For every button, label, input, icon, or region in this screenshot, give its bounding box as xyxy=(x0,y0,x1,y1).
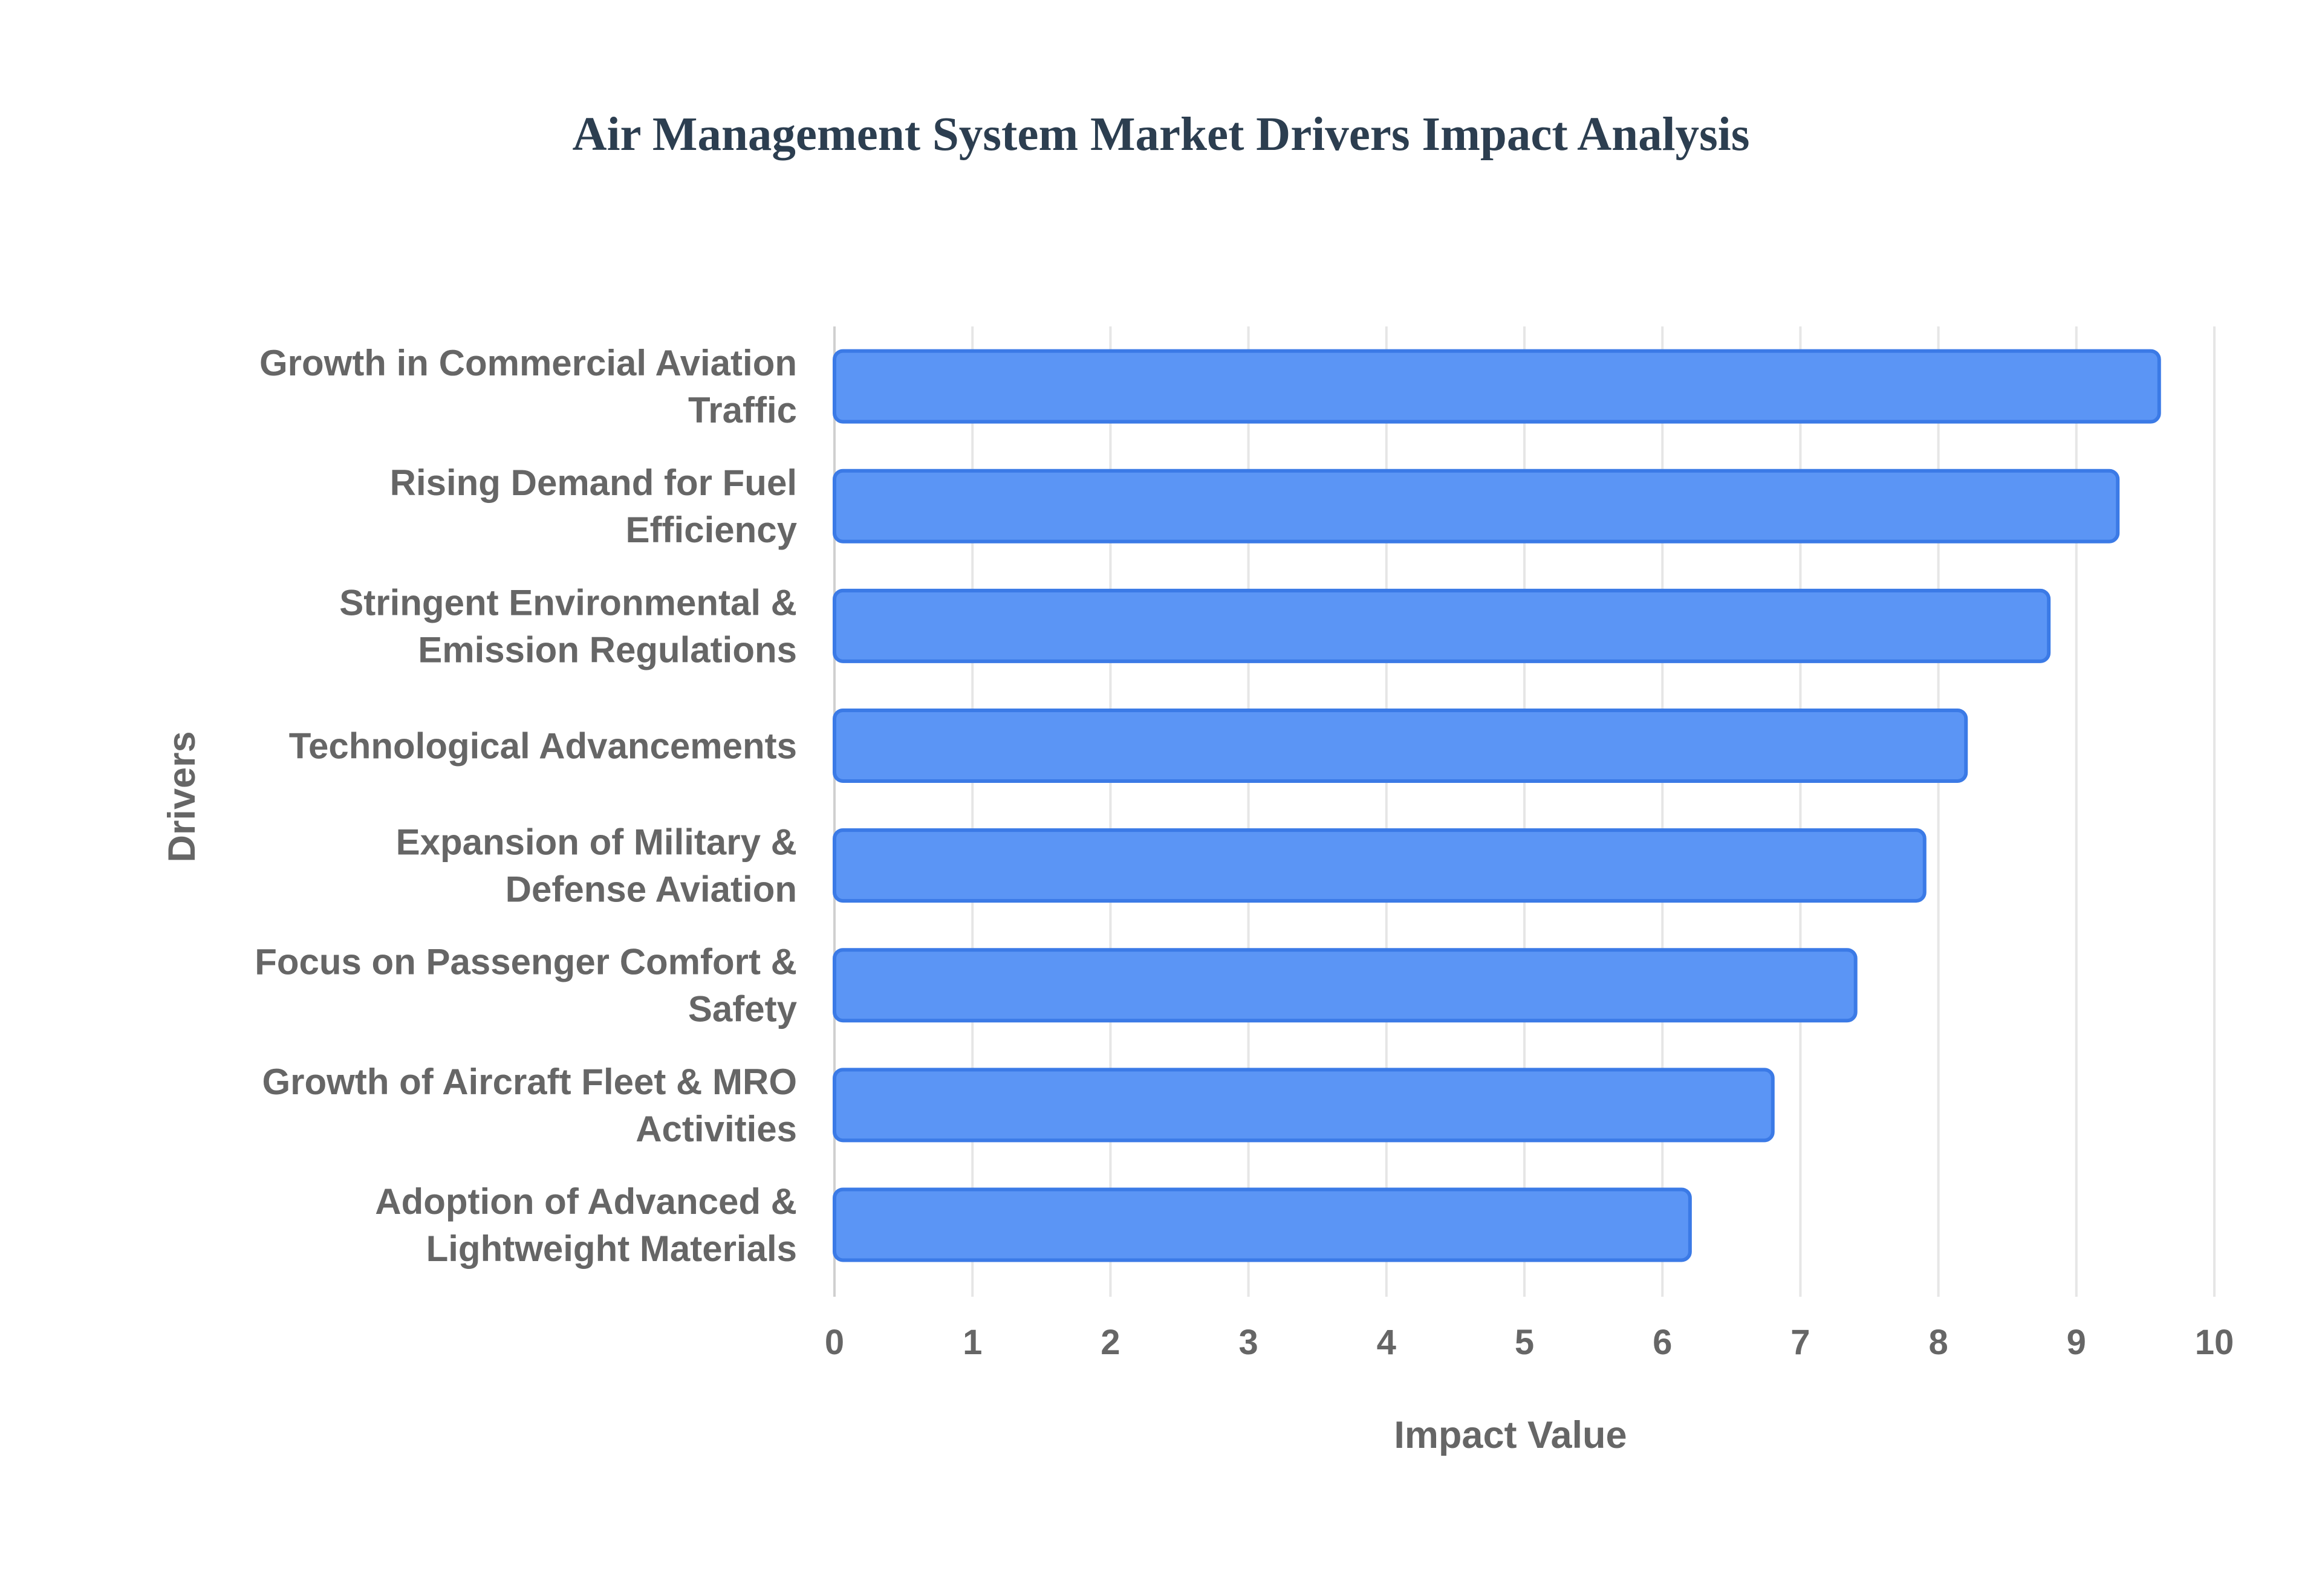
category-label-line: Focus on Passenger Comfort & xyxy=(255,942,797,982)
x-tick-label-9: 9 xyxy=(2067,1323,2086,1362)
category-label-line: Safety xyxy=(688,989,798,1030)
category-label-line: Adoption of Advanced & xyxy=(375,1181,797,1222)
x-tick-label-6: 6 xyxy=(1653,1323,1672,1362)
category-label-line: Expansion of Military & xyxy=(396,822,797,863)
category-label-line: Technological Advancements xyxy=(289,725,797,766)
category-label-line: Activities xyxy=(636,1109,797,1149)
category-label-line: Efficiency xyxy=(626,510,798,550)
x-tick-label-7: 7 xyxy=(1790,1323,1810,1362)
x-tick-label-1: 1 xyxy=(963,1323,982,1362)
bar-5 xyxy=(833,828,1927,903)
category-label-5: Expansion of Military & Defense Aviation xyxy=(396,822,797,910)
x-tick-label-8: 8 xyxy=(1928,1323,1948,1362)
category-label-8: Adoption of Advanced & Lightweight Materi… xyxy=(375,1181,797,1269)
category-label-line: Emission Regulations xyxy=(418,629,797,670)
x-tick-labels: 0 1 2 3 4 5 6 7 8 9 10 xyxy=(825,1323,2234,1362)
bar-7 xyxy=(833,1068,1775,1143)
bars xyxy=(833,349,2161,1262)
category-label-6: Focus on Passenger Comfort & Safety xyxy=(255,942,797,1030)
x-tick-label-2: 2 xyxy=(1101,1323,1120,1362)
bar-3 xyxy=(833,588,2051,663)
category-label-line: Traffic xyxy=(688,390,797,430)
x-tick-label-0: 0 xyxy=(825,1323,844,1362)
category-label-line: Defense Aviation xyxy=(506,869,797,910)
bar-6 xyxy=(833,948,1858,1023)
chart-title: Air Management System Market Drivers Imp… xyxy=(572,108,1750,161)
x-tick-label-10: 10 xyxy=(2195,1323,2234,1362)
category-label-line: Lightweight Materials xyxy=(426,1228,797,1269)
x-tick-label-4: 4 xyxy=(1377,1323,1396,1362)
category-label-line: Growth of Aircraft Fleet & MRO xyxy=(262,1062,797,1102)
category-label-1: Growth in Commercial Aviation Traffic xyxy=(259,343,797,430)
bar-8 xyxy=(833,1187,1692,1262)
category-label-2: Rising Demand for Fuel Efficiency xyxy=(390,462,798,550)
y-axis-title: Drivers xyxy=(161,731,203,862)
category-labels: Growth in Commercial Aviation Traffic Risi… xyxy=(255,343,797,1269)
bar-1 xyxy=(833,349,2161,424)
category-label-line: Stringent Environmental & xyxy=(339,582,797,623)
category-label-4: Technological Advancements xyxy=(289,725,797,766)
category-label-line: Growth in Commercial Aviation xyxy=(259,343,797,383)
x-tick-label-3: 3 xyxy=(1238,1323,1258,1362)
x-axis-title: Impact Value xyxy=(1394,1414,1627,1456)
bar-4 xyxy=(833,708,1968,783)
category-label-line: Rising Demand for Fuel xyxy=(390,462,797,503)
category-label-7: Growth of Aircraft Fleet & MRO Activities xyxy=(262,1062,797,1149)
bar-2 xyxy=(833,469,2120,543)
category-label-3: Stringent Environmental & Emission Regula… xyxy=(339,582,797,670)
x-tick-label-5: 5 xyxy=(1515,1323,1534,1362)
